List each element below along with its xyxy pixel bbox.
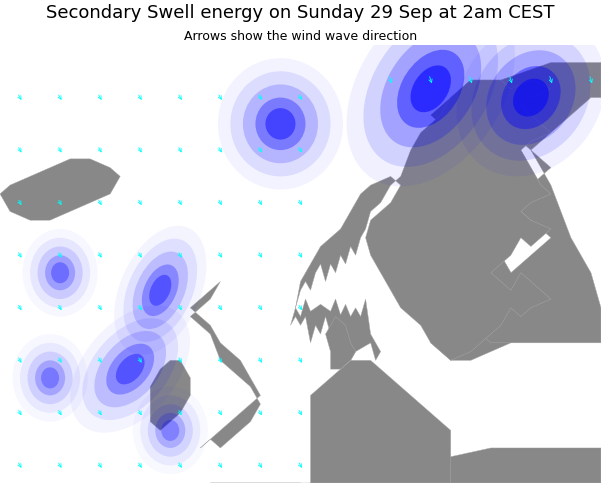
Text: Secondary Swell energy on Sunday 29 Sep at 2am CEST: Secondary Swell energy on Sunday 29 Sep … (46, 3, 555, 22)
Text: Arrows show the wind wave direction: Arrows show the wind wave direction (184, 29, 417, 43)
